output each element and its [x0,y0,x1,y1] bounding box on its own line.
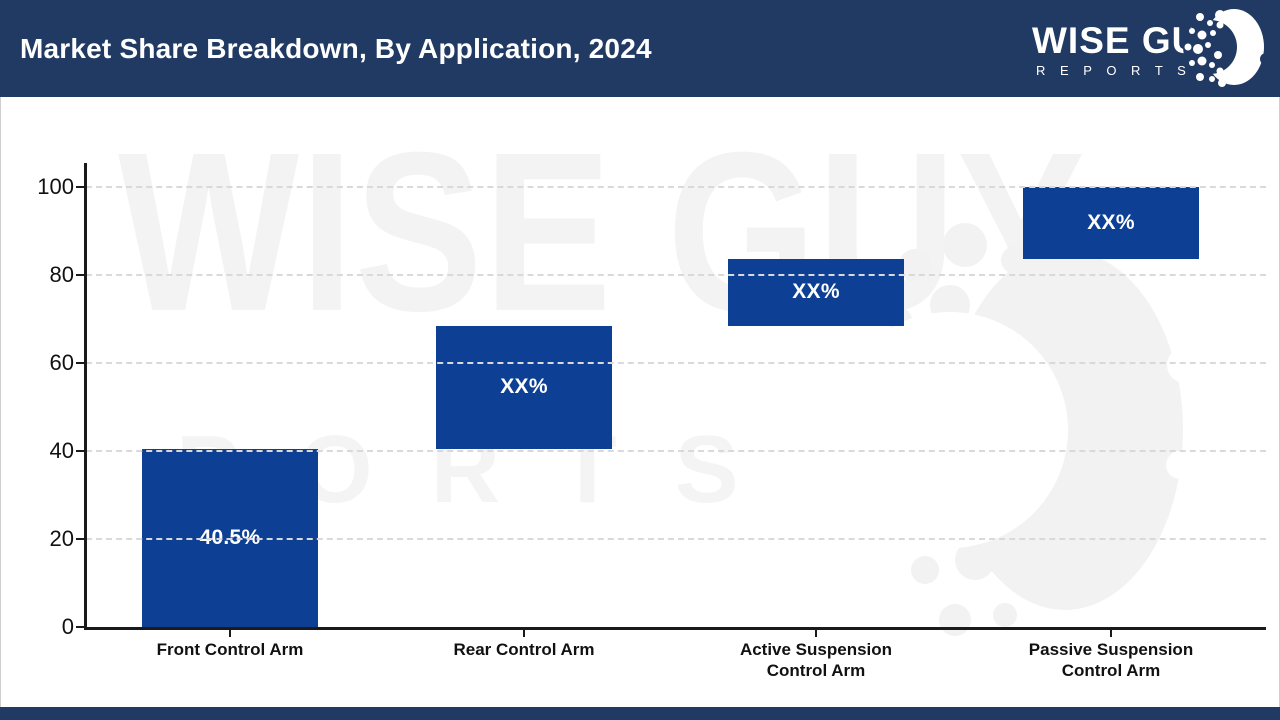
y-tick-label: 60 [49,350,74,375]
wiseguy-reports-logo: WISE GUY R E P O R T S [1032,8,1266,87]
footer-bar [0,707,1280,720]
bar-1: 40.5% [142,448,318,627]
y-axis-spine [84,163,87,630]
x-category-label-line: Passive Suspension [1028,640,1194,659]
y-tick-mark [76,538,85,540]
y-tick-label: 100 [37,174,74,199]
x-category-label-line: Control Arm [766,661,866,680]
bar-value-label: XX% [1087,211,1135,235]
y-tick-mark [76,450,85,452]
x-category-label: Rear Control Arm [364,639,684,660]
x-tick-mark [523,629,525,637]
y-tick-label: 20 [49,526,74,551]
y-tick-mark [76,274,85,276]
x-category-label-line: Rear Control Arm [453,640,595,659]
x-axis-spine [84,627,1266,630]
x-category-label-line: Front Control Arm [156,640,304,659]
bar-2: XX% [436,325,612,449]
logo-face-dots-icon [1183,8,1266,87]
header-bar: Market Share Breakdown, By Application, … [0,0,1280,97]
x-category-label: Active Suspension Control Arm [656,639,976,681]
y-tick-label: 80 [49,262,74,287]
x-category-label-line: Control Arm [1061,661,1161,680]
x-tick-mark [229,629,231,637]
y-tick-mark [76,186,85,188]
bar-value-label: XX% [792,280,840,304]
x-tick-mark [815,629,817,637]
y-tick-mark [76,362,85,364]
x-tick-mark [1110,629,1112,637]
x-category-label-line: Active Suspension [739,640,893,659]
y-tick-mark [76,626,85,628]
x-category-label: Front Control Arm [70,639,390,660]
y-tick-label: 40 [49,438,74,463]
bar-value-label: 40.5% [199,525,261,549]
bar-4: XX% [1023,187,1199,260]
y-tick-label: 0 [61,614,74,639]
logo-reports-text: R E P O R T S [1036,63,1191,78]
bar-value-label: XX% [500,375,548,399]
x-category-label: Passive Suspension Control Arm [951,639,1271,681]
page-title: Market Share Breakdown, By Application, … [20,32,652,64]
